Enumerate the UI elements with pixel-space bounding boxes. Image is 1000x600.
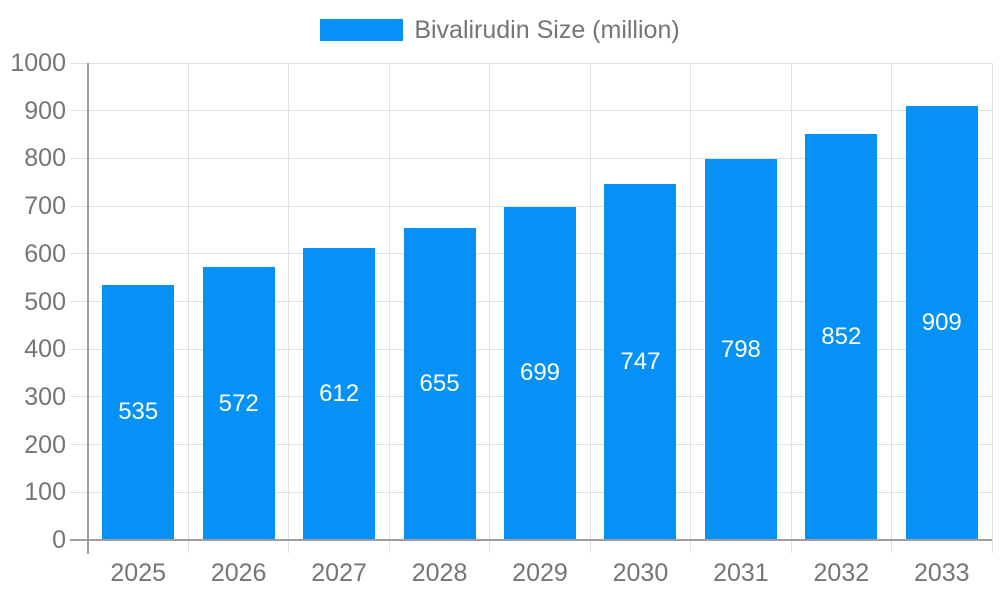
y-axis-tick <box>70 110 88 112</box>
gridline-vertical <box>288 63 290 540</box>
x-axis-tick-label: 2027 <box>311 559 367 587</box>
gridline-horizontal <box>88 110 992 112</box>
y-axis-tick <box>70 444 88 446</box>
y-axis-tick <box>70 62 88 64</box>
bar[interactable]: 852 <box>805 133 878 540</box>
bar-value-label: 699 <box>519 359 561 387</box>
y-axis-tick-label: 300 <box>24 382 66 411</box>
bar[interactable]: 612 <box>303 248 376 540</box>
bar[interactable]: 699 <box>504 206 576 540</box>
x-axis-tick-label: 2029 <box>512 559 568 587</box>
legend[interactable]: Bivalirudin Size (million) <box>0 17 1000 43</box>
x-axis-tick <box>891 540 893 553</box>
x-axis-tick-label: 2026 <box>210 559 267 587</box>
bar[interactable]: 655 <box>403 227 476 540</box>
y-axis-tick-label: 0 <box>52 526 66 554</box>
x-axis-tick-label: 2025 <box>110 559 167 587</box>
bar[interactable]: 747 <box>604 183 677 540</box>
y-axis-tick <box>70 396 88 398</box>
gridline-horizontal <box>88 205 992 207</box>
gridline-horizontal <box>88 62 992 64</box>
gridline-vertical <box>991 63 993 540</box>
x-axis-tick <box>489 540 491 553</box>
x-axis-tick <box>790 540 792 553</box>
x-axis-tick <box>288 540 290 553</box>
bar[interactable]: 572 <box>202 267 275 540</box>
y-axis-tick-label: 800 <box>24 144 66 173</box>
bar-value-label: 909 <box>921 309 962 337</box>
bar-value-label: 655 <box>419 369 460 397</box>
y-axis-tick-label: 1000 <box>10 49 66 77</box>
legend-label[interactable]: Bivalirudin Size (million) <box>414 16 680 44</box>
gridline-vertical <box>589 63 591 540</box>
y-axis-tick <box>70 253 88 255</box>
y-axis-tick <box>70 301 88 302</box>
bar[interactable]: 909 <box>905 106 978 540</box>
gridline-horizontal <box>88 157 992 159</box>
y-axis-tick <box>70 348 88 350</box>
gridline-vertical <box>690 63 692 540</box>
gridline-vertical <box>388 63 390 540</box>
y-axis-tick <box>70 539 88 541</box>
x-axis-tick <box>589 540 591 553</box>
x-axis-tick <box>991 540 993 553</box>
y-axis-tick-label: 200 <box>24 430 66 459</box>
y-axis-line <box>87 63 89 540</box>
y-axis-tick <box>70 157 88 159</box>
y-axis-tick-label: 900 <box>24 96 66 125</box>
bar-value-label: 747 <box>620 347 661 375</box>
bar-value-label: 612 <box>319 380 360 408</box>
y-axis-tick-label: 100 <box>24 478 66 507</box>
x-axis-tick <box>388 540 390 553</box>
x-axis-tick <box>690 540 692 553</box>
bar-value-label: 572 <box>218 389 259 417</box>
x-axis-baseline <box>88 539 992 541</box>
gridline-vertical <box>187 63 189 540</box>
y-axis-tick-label: 400 <box>24 335 66 364</box>
y-axis-tick-label: 600 <box>24 239 66 268</box>
y-axis-tick <box>70 205 88 207</box>
bar[interactable]: 798 <box>704 159 777 540</box>
gridline-vertical <box>489 63 491 540</box>
bar-value-label: 852 <box>821 322 862 350</box>
bar[interactable]: 535 <box>102 284 175 540</box>
y-axis-tick-label: 700 <box>24 192 66 221</box>
legend-swatch[interactable] <box>320 19 404 41</box>
y-axis-tick-label: 500 <box>24 287 66 316</box>
x-axis-tick <box>87 540 89 554</box>
x-axis-tick-label: 2028 <box>411 559 468 587</box>
bar-value-label: 798 <box>720 335 761 363</box>
x-axis-tick <box>187 540 189 553</box>
y-axis-tick <box>70 491 88 493</box>
gridline-vertical <box>891 63 893 540</box>
x-axis-tick-label: 2033 <box>913 559 970 587</box>
gridline-vertical <box>790 63 792 540</box>
x-axis-tick-label: 2032 <box>813 559 870 587</box>
x-axis-tick-label: 2031 <box>713 559 769 587</box>
bar-value-label: 535 <box>118 398 159 426</box>
x-axis-tick-label: 2030 <box>612 559 669 587</box>
